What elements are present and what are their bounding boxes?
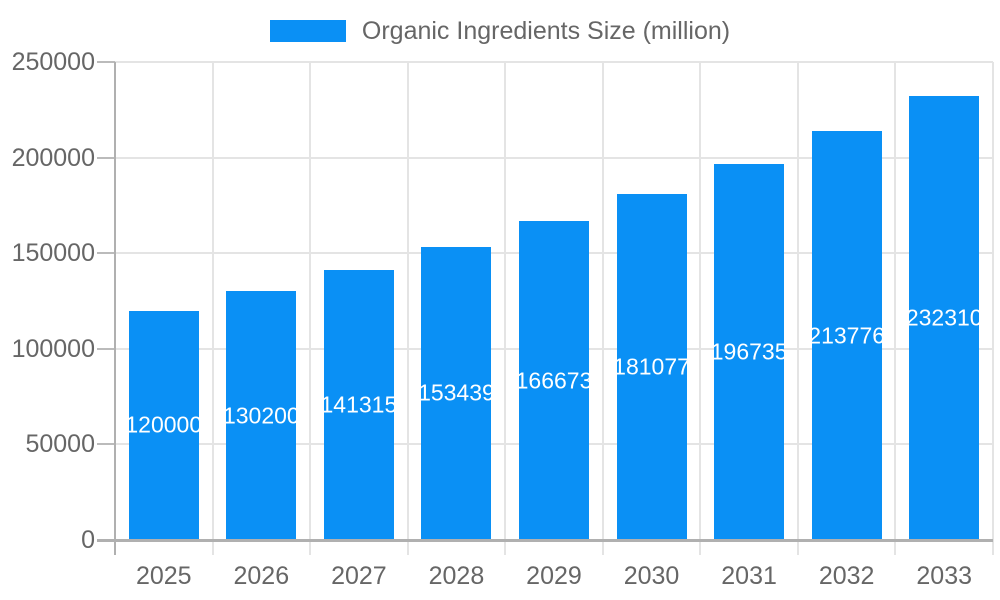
x-axis-label: 2026 [233, 562, 290, 590]
x-axis-label: 2028 [428, 562, 485, 590]
x-axis-line [97, 539, 993, 542]
bar-value-label: 196735 [714, 338, 785, 365]
legend: Organic Ingredients Size (million) [0, 18, 1000, 44]
bar: 153439 [421, 246, 492, 540]
x-gridline [406, 62, 409, 555]
bar: 196735 [714, 163, 785, 540]
y-axis-tick [97, 443, 115, 446]
x-axis-label: 2032 [818, 562, 875, 590]
x-axis-label: 2031 [721, 562, 777, 590]
x-gridline [309, 62, 312, 555]
bar-value-label: 153439 [421, 379, 492, 406]
bar: 213776 [811, 131, 882, 540]
y-axis-label: 100000 [11, 334, 95, 363]
bar: 232310 [909, 95, 980, 540]
bar-value-label: 181077 [616, 353, 687, 380]
y-axis-label: 150000 [11, 239, 95, 268]
legend-label: Organic Ingredients Size (million) [361, 17, 731, 45]
x-gridline [504, 62, 507, 555]
bar-value-label: 120000 [128, 411, 199, 438]
y-axis-label: 50000 [25, 430, 95, 459]
x-axis-label: 2027 [331, 562, 387, 590]
y-gridline [115, 61, 993, 63]
y-axis-label: 0 [81, 526, 95, 554]
x-gridline [211, 62, 214, 555]
bar-value-label: 130200 [226, 402, 297, 429]
bar: 130200 [226, 291, 297, 540]
x-axis-label: 2029 [526, 562, 582, 590]
x-gridline [601, 62, 604, 555]
bar: 141315 [323, 269, 394, 540]
x-gridline [894, 62, 897, 555]
y-axis-line [114, 62, 116, 555]
legend-swatch [269, 20, 346, 42]
y-axis-tick [97, 252, 115, 255]
x-axis-label: 2030 [623, 562, 680, 590]
y-axis-tick [97, 61, 115, 63]
y-gridline [115, 156, 993, 159]
x-gridline [699, 62, 702, 555]
bar-value-label: 166673 [519, 367, 589, 394]
bar-value-label: 213776 [811, 322, 882, 349]
bar: 166673 [519, 221, 589, 540]
y-axis-tick [97, 156, 115, 159]
y-axis-tick [97, 347, 115, 350]
y-axis-label: 200000 [11, 143, 95, 172]
bar: 181077 [616, 193, 687, 540]
x-axis-label: 2025 [135, 562, 192, 590]
x-gridline [796, 62, 799, 555]
bar: 120000 [128, 310, 199, 540]
x-axis-label: 2033 [916, 562, 973, 590]
y-axis-label: 250000 [11, 48, 95, 76]
bar-value-label: 232310 [909, 304, 980, 331]
x-gridline [992, 62, 994, 555]
bar-value-label: 141315 [323, 391, 394, 418]
